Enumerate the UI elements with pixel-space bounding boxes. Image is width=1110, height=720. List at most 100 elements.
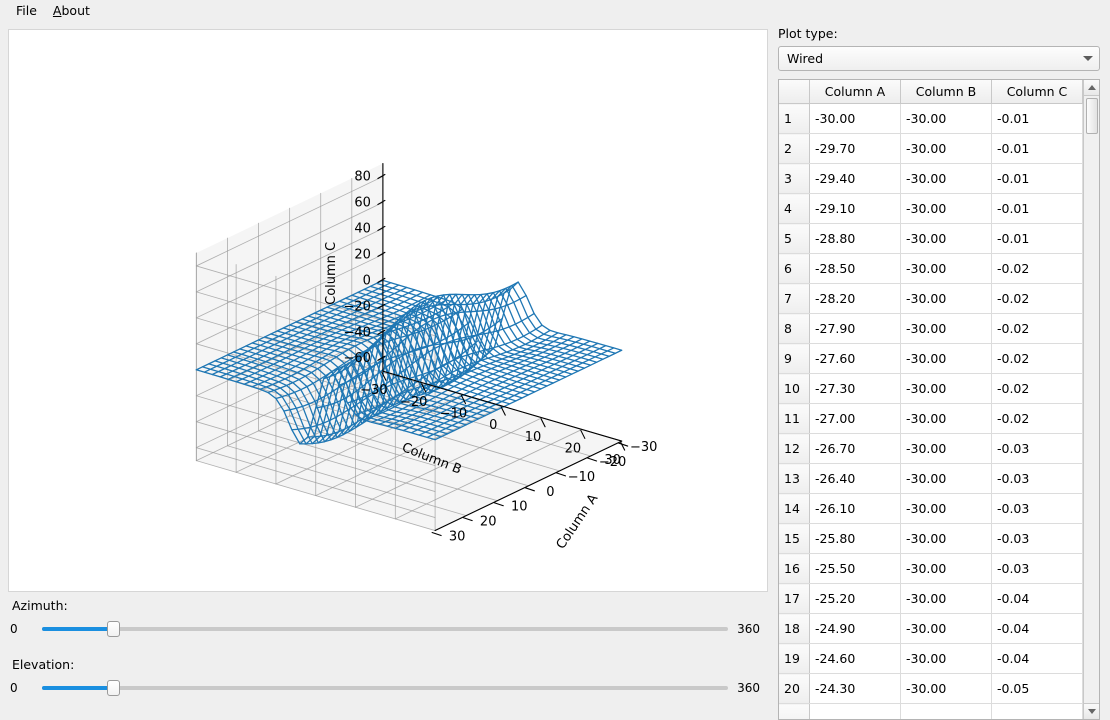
- table-cell-a[interactable]: -27.90: [809, 313, 901, 344]
- table-cell-c[interactable]: -0.03: [991, 493, 1083, 524]
- table-cell-b[interactable]: -30.00: [900, 463, 992, 494]
- table-cell-a[interactable]: -24.30: [809, 673, 901, 704]
- table-cell-c[interactable]: -0.01: [991, 193, 1083, 224]
- table-cell-b[interactable]: -30.00: [900, 613, 992, 644]
- table-row[interactable]: 8 -27.90 -30.00 -0.02: [779, 313, 1083, 344]
- table-row-number[interactable]: 14: [779, 493, 810, 524]
- table-row-number[interactable]: 3: [779, 163, 810, 194]
- table-cell-c[interactable]: -0.04: [991, 583, 1083, 614]
- table-cell-a[interactable]: -25.50: [809, 553, 901, 584]
- table-row[interactable]: 5 -28.80 -30.00 -0.01: [779, 223, 1083, 254]
- table-row-number[interactable]: 6: [779, 253, 810, 284]
- table-cell-b[interactable]: -30.00: [900, 643, 992, 674]
- table-cell-b[interactable]: -30.00: [900, 673, 992, 704]
- scroll-up-button[interactable]: [1084, 80, 1099, 96]
- table-vertical-scrollbar[interactable]: [1083, 80, 1099, 719]
- table-row[interactable]: 1 -30.00 -30.00 -0.01: [779, 103, 1083, 134]
- table-cell-b[interactable]: -30.00: [900, 283, 992, 314]
- table-row-number[interactable]: 18: [779, 613, 810, 644]
- table-cell-c[interactable]: [991, 703, 1083, 719]
- table-row[interactable]: [779, 703, 1083, 719]
- table-cell-a[interactable]: -28.50: [809, 253, 901, 284]
- table-row-number[interactable]: 8: [779, 313, 810, 344]
- table-cell-a[interactable]: -26.40: [809, 463, 901, 494]
- table-cell-b[interactable]: -30.00: [900, 343, 992, 374]
- table-cell-c[interactable]: -0.02: [991, 253, 1083, 284]
- table-cell-c[interactable]: -0.01: [991, 163, 1083, 194]
- table-cell-a[interactable]: [809, 703, 901, 719]
- table-row[interactable]: 20 -24.30 -30.00 -0.05: [779, 673, 1083, 704]
- table-cell-b[interactable]: -30.00: [900, 583, 992, 614]
- table-row[interactable]: 17 -25.20 -30.00 -0.04: [779, 583, 1083, 614]
- table-row[interactable]: 2 -29.70 -30.00 -0.01: [779, 133, 1083, 164]
- table-row-number[interactable]: 5: [779, 223, 810, 254]
- table-cell-a[interactable]: -24.90: [809, 613, 901, 644]
- elevation-slider-track[interactable]: [42, 680, 728, 696]
- menu-item-file[interactable]: File: [8, 2, 45, 19]
- table-row-number[interactable]: 11: [779, 403, 810, 434]
- table-cell-b[interactable]: -30.00: [900, 103, 992, 134]
- table-cell-b[interactable]: -30.00: [900, 223, 992, 254]
- table-cell-c[interactable]: -0.03: [991, 463, 1083, 494]
- table-cell-c[interactable]: -0.02: [991, 403, 1083, 434]
- table-row[interactable]: 3 -29.40 -30.00 -0.01: [779, 163, 1083, 194]
- table-cell-a[interactable]: -27.30: [809, 373, 901, 404]
- table-cell-a[interactable]: -27.60: [809, 343, 901, 374]
- table-row[interactable]: 14 -26.10 -30.00 -0.03: [779, 493, 1083, 524]
- table-cell-c[interactable]: -0.02: [991, 373, 1083, 404]
- table-row-number[interactable]: 2: [779, 133, 810, 164]
- table-header-column-c[interactable]: Column C: [991, 80, 1083, 104]
- table-cell-c[interactable]: -0.01: [991, 133, 1083, 164]
- table-row-number[interactable]: 15: [779, 523, 810, 554]
- table-cell-b[interactable]: -30.00: [900, 493, 992, 524]
- table-row[interactable]: 12 -26.70 -30.00 -0.03: [779, 433, 1083, 464]
- table-cell-c[interactable]: -0.02: [991, 283, 1083, 314]
- table-cell-a[interactable]: -28.20: [809, 283, 901, 314]
- table-cell-c[interactable]: -0.03: [991, 433, 1083, 464]
- table-cell-a[interactable]: -25.20: [809, 583, 901, 614]
- table-cell-c[interactable]: -0.01: [991, 103, 1083, 134]
- table-corner-header[interactable]: [779, 80, 810, 104]
- table-cell-b[interactable]: -30.00: [900, 313, 992, 344]
- table-row-number[interactable]: 9: [779, 343, 810, 374]
- table-cell-c[interactable]: -0.05: [991, 673, 1083, 704]
- table-row[interactable]: 16 -25.50 -30.00 -0.03: [779, 553, 1083, 584]
- table-row-number[interactable]: 1: [779, 103, 810, 134]
- table-row[interactable]: 13 -26.40 -30.00 -0.03: [779, 463, 1083, 494]
- table-header-column-b[interactable]: Column B: [900, 80, 992, 104]
- table-row[interactable]: 9 -27.60 -30.00 -0.02: [779, 343, 1083, 374]
- table-header-column-a[interactable]: Column A: [809, 80, 901, 104]
- table-row-number[interactable]: 17: [779, 583, 810, 614]
- table-cell-a[interactable]: -27.00: [809, 403, 901, 434]
- table-row[interactable]: 7 -28.20 -30.00 -0.02: [779, 283, 1083, 314]
- table-cell-a[interactable]: -28.80: [809, 223, 901, 254]
- table-cell-a[interactable]: -26.10: [809, 493, 901, 524]
- table-cell-b[interactable]: -30.00: [900, 253, 992, 284]
- table-cell-a[interactable]: -29.70: [809, 133, 901, 164]
- azimuth-slider-track[interactable]: [42, 621, 728, 637]
- table-cell-a[interactable]: -30.00: [809, 103, 901, 134]
- table-cell-a[interactable]: -29.40: [809, 163, 901, 194]
- table-cell-c[interactable]: -0.01: [991, 223, 1083, 254]
- scrollbar-thumb[interactable]: [1086, 98, 1098, 134]
- table-cell-b[interactable]: -30.00: [900, 163, 992, 194]
- table-cell-b[interactable]: [900, 703, 992, 719]
- table-cell-b[interactable]: -30.00: [900, 433, 992, 464]
- table-cell-b[interactable]: -30.00: [900, 373, 992, 404]
- plot-canvas-panel[interactable]: −60 −40 −20 0 20 40 60 80 −30 −20 −10 0 10 20 30 −30 −20…: [8, 29, 768, 592]
- table-row[interactable]: 19 -24.60 -30.00 -0.04: [779, 643, 1083, 674]
- table-row[interactable]: 11 -27.00 -30.00 -0.02: [779, 403, 1083, 434]
- plot-type-dropdown[interactable]: Wired: [778, 46, 1100, 71]
- azimuth-slider-handle[interactable]: [107, 621, 121, 637]
- menu-item-about[interactable]: About: [45, 2, 98, 19]
- table-row-number[interactable]: 4: [779, 193, 810, 224]
- table-cell-b[interactable]: -30.00: [900, 193, 992, 224]
- table-cell-a[interactable]: -29.10: [809, 193, 901, 224]
- table-cell-a[interactable]: -25.80: [809, 523, 901, 554]
- table-row-number[interactable]: 7: [779, 283, 810, 314]
- table-row[interactable]: 4 -29.10 -30.00 -0.01: [779, 193, 1083, 224]
- table-row-number[interactable]: 19: [779, 643, 810, 674]
- table-cell-a[interactable]: -24.60: [809, 643, 901, 674]
- table-row-number[interactable]: [779, 703, 810, 719]
- table-row-number[interactable]: 12: [779, 433, 810, 464]
